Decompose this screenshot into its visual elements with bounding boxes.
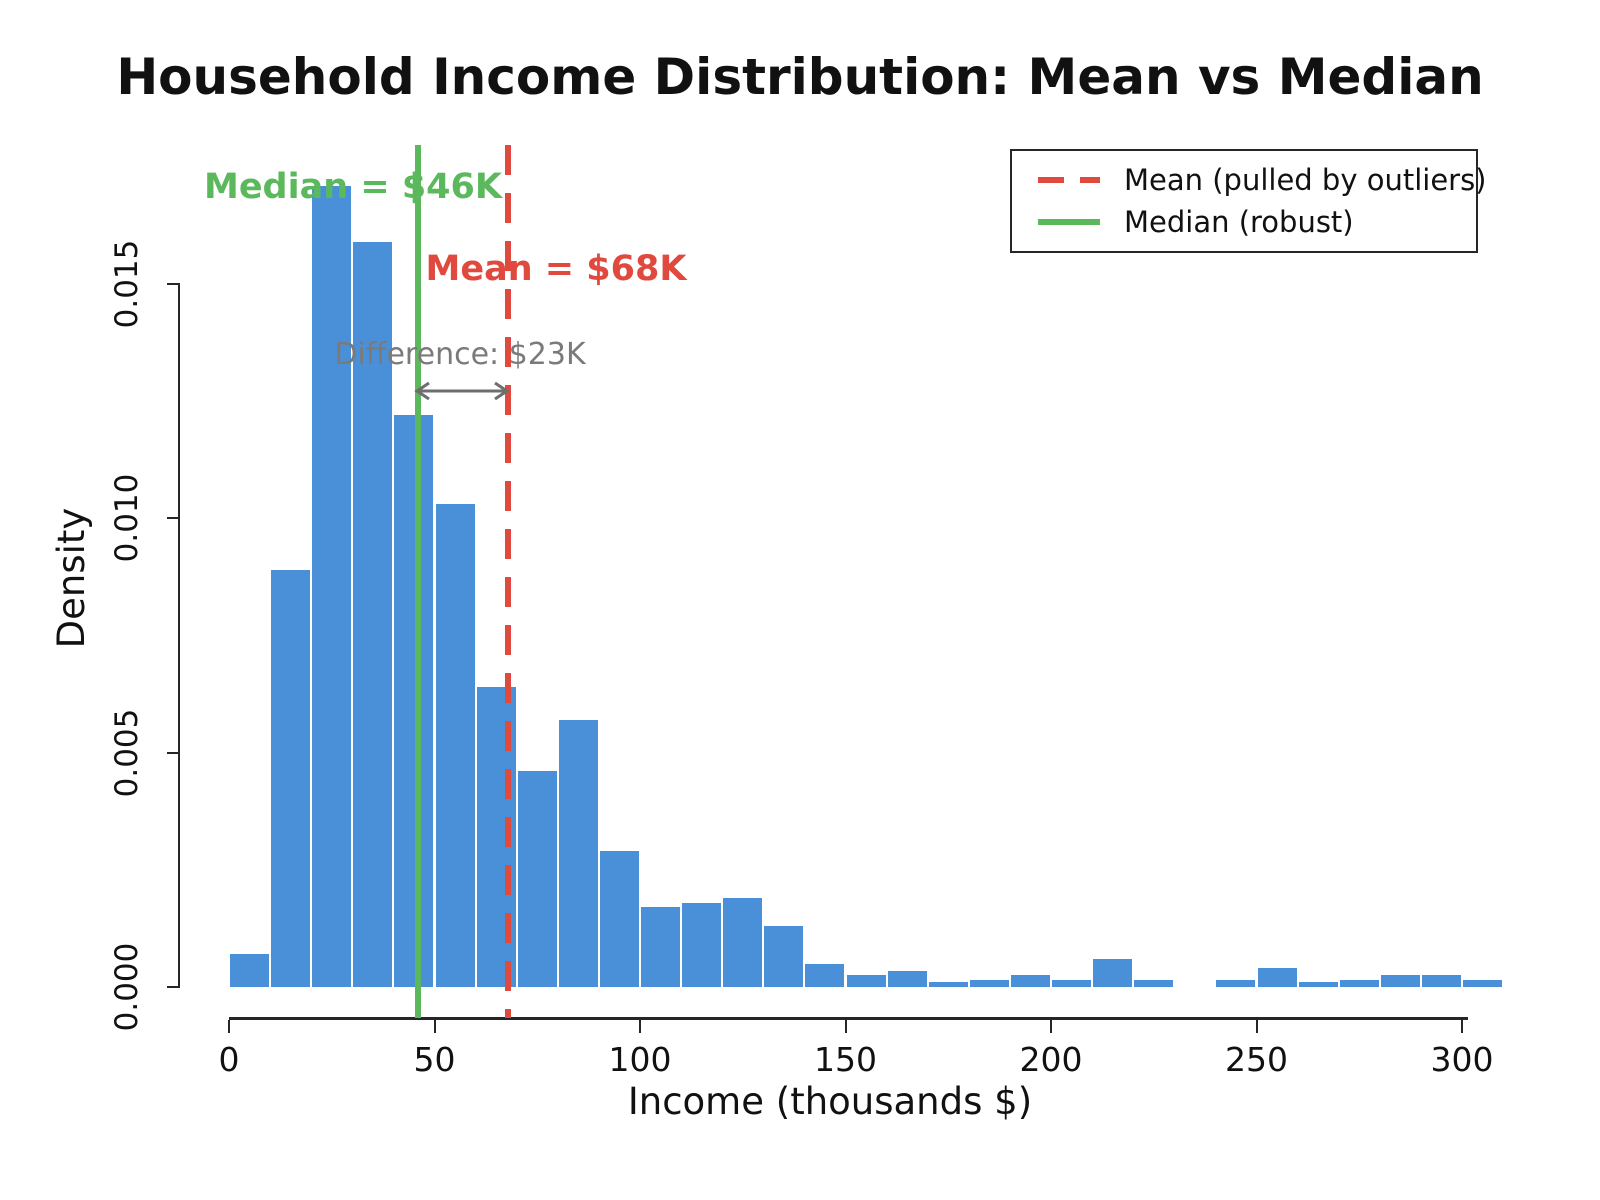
histogram-bar [270,570,312,987]
histogram-bar [598,851,640,987]
y-axis-spine [178,283,180,988]
legend-item-label: Mean (pulled by outliers) [1124,163,1487,197]
x-tick-label: 150 [814,1040,877,1079]
median-line [415,145,422,1018]
histogram-bar [927,982,969,987]
y-tick-mark [167,986,179,988]
histogram-bar [516,771,558,987]
x-tick-mark [1255,1020,1258,1033]
y-tick-mark [167,751,179,754]
solid-line-icon [1038,219,1100,225]
histogram-bar [1420,975,1462,987]
x-tick-label: 100 [608,1040,672,1079]
histogram-bar [681,903,723,987]
y-tick-mark [167,517,179,520]
histogram-bar [886,971,928,987]
histogram-bar [434,504,476,987]
histogram-bar [1462,980,1504,987]
histogram-bar [1051,980,1093,987]
y-tick-mark [167,283,179,285]
x-tick-mark [844,1020,847,1033]
histogram-bar [722,898,764,987]
median-annotation: Median = $46K [203,167,503,207]
histogram-bar [1297,982,1339,987]
x-tick-mark [639,1020,641,1033]
x-tick-mark [433,1020,436,1033]
x-axis-label: Income (thousands $) [627,1080,1033,1123]
y-tick-label: 0.010 [109,473,145,563]
histogram-bar [804,964,846,987]
chart-title: Household Income Distribution: Mean vs M… [116,48,1484,106]
y-tick-label: 0.005 [109,708,145,798]
x-tick-label: 300 [1430,1040,1494,1079]
x-tick-label: 0 [218,1040,240,1079]
legend: Mean (pulled by outliers) Median (robust) [1010,149,1487,253]
x-tick-mark [1461,1020,1463,1033]
mean-annotation: Mean = $68K [425,249,687,289]
dashed-line-icon [1038,177,1100,183]
legend-item-label: Median (robust) [1124,205,1354,239]
difference-arrow-icon [414,381,510,401]
y-tick-label: 0.015 [109,239,145,329]
histogram-bar [557,720,599,987]
histogram-bar [968,980,1010,987]
y-tick-label: 0.000 [109,942,145,1032]
histogram-bar [1009,975,1051,987]
legend-item: Median (robust) [1038,203,1476,241]
histogram-bar [640,907,682,987]
histogram-bar [311,186,353,987]
histogram-bar [1215,980,1257,987]
histogram-bar [1133,980,1175,987]
x-tick-label: 250 [1225,1040,1288,1079]
x-tick-mark [1050,1020,1052,1033]
histogram-bar [763,926,805,987]
histogram-bar [845,975,887,987]
difference-annotation: Difference: $23K [334,337,586,372]
x-tick-label: 50 [413,1040,456,1079]
x-tick-mark [228,1020,230,1033]
x-axis-spine [229,1017,1468,1020]
histogram-bar [1338,980,1380,987]
histogram-bar [352,242,394,987]
histogram-bar [229,954,271,987]
mean-dashed-line [505,145,512,1018]
x-tick-label: 200 [1019,1040,1083,1079]
histogram-bar [1092,959,1134,987]
histogram-bar [1379,975,1421,987]
histogram-bar [393,415,435,987]
histogram-bar [1256,968,1298,987]
y-axis-label: Density [50,507,93,649]
legend-item: Mean (pulled by outliers) [1038,161,1487,199]
